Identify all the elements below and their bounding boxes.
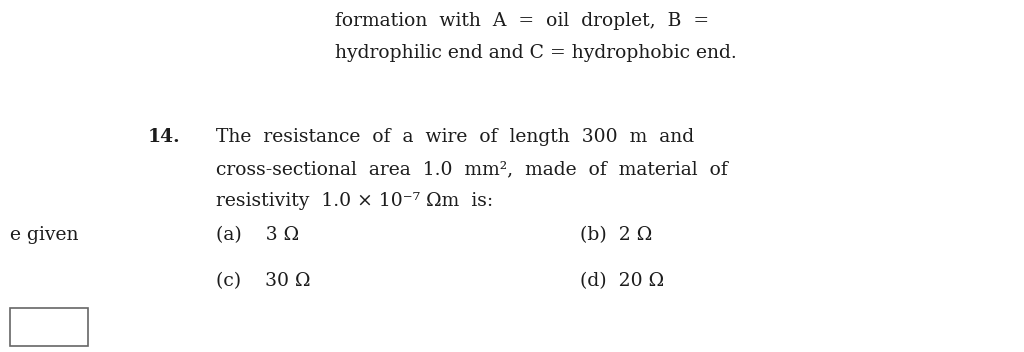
Text: formation  with  A  =  oil  droplet,  B  =: formation with A = oil droplet, B = xyxy=(335,12,710,30)
Text: (d)  20 Ω: (d) 20 Ω xyxy=(580,272,665,290)
Text: hydrophilic end and C = hydrophobic end.: hydrophilic end and C = hydrophobic end. xyxy=(335,44,736,62)
Text: resistivity  1.0 × 10⁻⁷ Ωm  is:: resistivity 1.0 × 10⁻⁷ Ωm is: xyxy=(216,192,494,210)
Text: (c)    30 Ω: (c) 30 Ω xyxy=(216,272,310,290)
Text: 14.: 14. xyxy=(148,128,180,146)
Text: The  resistance  of  a  wire  of  length  300  m  and: The resistance of a wire of length 300 m… xyxy=(216,128,694,146)
Text: cross-sectional  area  1.0  mm²,  made  of  material  of: cross-sectional area 1.0 mm², made of ma… xyxy=(216,160,728,178)
Text: e given: e given xyxy=(10,226,79,244)
Bar xyxy=(10,308,88,346)
Text: (a)    3 Ω: (a) 3 Ω xyxy=(216,226,299,244)
Text: (b)  2 Ω: (b) 2 Ω xyxy=(580,226,652,244)
